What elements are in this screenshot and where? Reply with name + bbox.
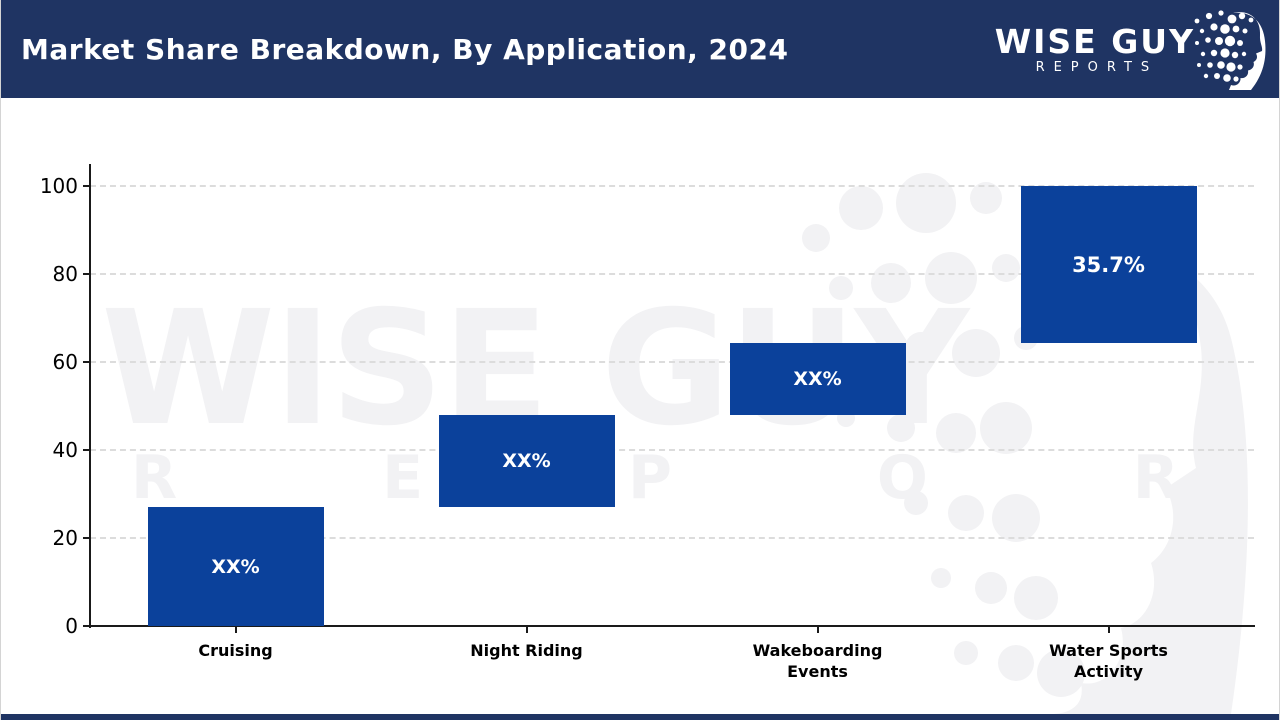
x-category-label: Cruising (198, 641, 273, 660)
x-category-label: Wakeboarding Events (752, 641, 883, 681)
wise-guy-logo: WISE GUY REPORTS (995, 7, 1267, 91)
gridline (90, 185, 1254, 187)
x-tick-mark (816, 626, 819, 633)
y-tick-label: 0 (65, 614, 78, 638)
gridline (90, 537, 1254, 539)
gridline (90, 449, 1254, 451)
logo-face-icon (1194, 10, 1266, 90)
y-tick-label: 60 (52, 350, 78, 374)
y-tick-mark (83, 449, 90, 451)
header-band: Market Share Breakdown, By Application, … (1, 0, 1279, 98)
bar-cruising (147, 507, 324, 626)
x-tick-mark (1107, 626, 1110, 633)
bar-value-label: XX% (793, 367, 842, 390)
logo-wordmark: WISE GUY (994, 21, 1195, 61)
y-tick-label: 40 (52, 438, 78, 462)
watermark-subtitle: R E P O R T S (131, 443, 1280, 513)
bar-value-label: XX% (211, 555, 260, 578)
x-category-label: Water Sports Activity (1049, 641, 1168, 681)
y-tick-label: 80 (52, 262, 78, 286)
gridline (90, 361, 1254, 363)
logo-text: WISE GUY REPORTS (995, 25, 1195, 74)
watermark-face-dots (802, 173, 1248, 714)
y-tick-label: 20 (52, 526, 78, 550)
y-tick-mark (83, 273, 90, 275)
y-tick-mark (83, 537, 90, 539)
logo-subtitle: REPORTS (1035, 59, 1159, 75)
x-tick-mark (234, 626, 237, 633)
x-axis-line (89, 625, 1255, 627)
y-tick-mark (83, 625, 90, 627)
x-tick-mark (525, 626, 528, 633)
bar-value-label: XX% (502, 450, 551, 472)
page-title: Market Share Breakdown, By Application, … (21, 32, 789, 66)
bar-wakeboarding-events (729, 343, 906, 415)
y-tick-mark (83, 361, 90, 363)
bar-night-riding (438, 414, 615, 508)
bar-water-sports-activity (1020, 186, 1197, 344)
y-tick-mark (83, 185, 90, 187)
footer-bar (1, 714, 1279, 720)
y-axis-line (89, 164, 91, 628)
x-category-label: Night Riding (470, 641, 583, 660)
y-tick-label: 100 (39, 174, 78, 198)
bar-value-label: 35.7% (1072, 252, 1145, 277)
gridline (90, 273, 1254, 275)
